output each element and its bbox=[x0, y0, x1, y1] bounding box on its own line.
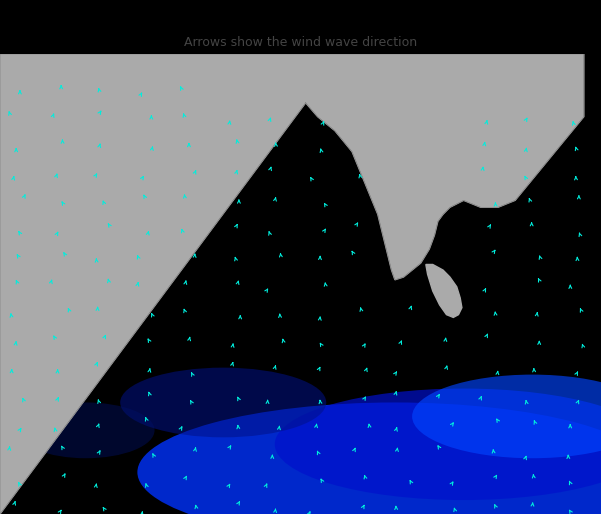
Polygon shape bbox=[426, 265, 462, 318]
Text: Arrows show the wind wave direction: Arrows show the wind wave direction bbox=[184, 35, 417, 49]
Ellipse shape bbox=[275, 389, 601, 500]
Ellipse shape bbox=[120, 368, 326, 437]
Ellipse shape bbox=[138, 402, 601, 514]
Text: Secondary Swell energy on Sunday 23 Mar at 2am +05: Secondary Swell energy on Sunday 23 Mar … bbox=[44, 8, 557, 26]
Polygon shape bbox=[0, 54, 584, 514]
Ellipse shape bbox=[412, 375, 601, 458]
Ellipse shape bbox=[17, 402, 154, 458]
